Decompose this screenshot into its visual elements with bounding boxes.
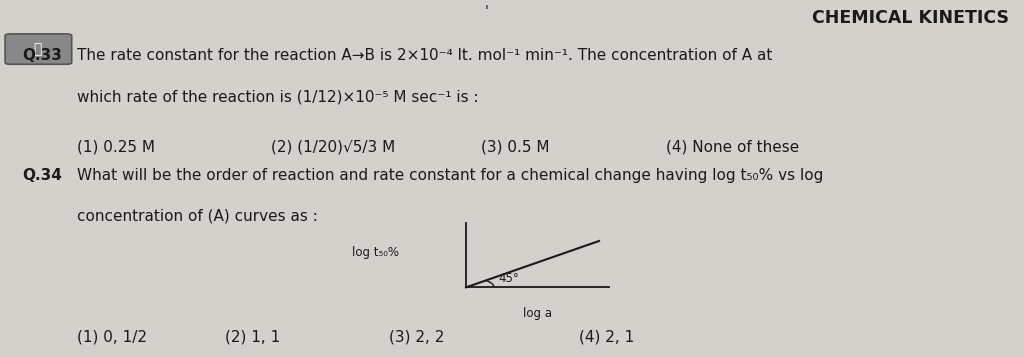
Text: Q.34: Q.34 <box>23 168 62 183</box>
Text: (2) 1, 1: (2) 1, 1 <box>225 330 281 345</box>
FancyBboxPatch shape <box>5 34 72 64</box>
Text: What will be the order of reaction and rate constant for a chemical change havin: What will be the order of reaction and r… <box>77 168 823 183</box>
Text: Q.33: Q.33 <box>23 48 62 63</box>
Text: concentration of (A) curves as :: concentration of (A) curves as : <box>77 209 317 224</box>
Text: (1) 0, 1/2: (1) 0, 1/2 <box>77 330 146 345</box>
Text: (4) None of these: (4) None of these <box>666 139 799 154</box>
Text: log a: log a <box>523 307 552 320</box>
Text: (2) (1/20)√5/3 M: (2) (1/20)√5/3 M <box>271 139 395 154</box>
Text: ⏻: ⏻ <box>34 42 42 56</box>
Text: (3) 2, 2: (3) 2, 2 <box>389 330 444 345</box>
Text: log t₅₀%: log t₅₀% <box>352 246 399 258</box>
Text: CHEMICAL KINETICS: CHEMICAL KINETICS <box>812 9 1009 27</box>
Text: (1) 0.25 M: (1) 0.25 M <box>77 139 155 154</box>
Text: 45°: 45° <box>499 272 519 285</box>
Text: which rate of the reaction is (1/12)×10⁻⁵ M sec⁻¹ is :: which rate of the reaction is (1/12)×10⁻… <box>77 89 478 104</box>
Text: ': ' <box>484 5 488 19</box>
Text: (3) 0.5 M: (3) 0.5 M <box>481 139 550 154</box>
Text: The rate constant for the reaction A→B is 2×10⁻⁴ lt. mol⁻¹ min⁻¹. The concentrat: The rate constant for the reaction A→B i… <box>77 48 772 63</box>
Text: (4) 2, 1: (4) 2, 1 <box>579 330 634 345</box>
